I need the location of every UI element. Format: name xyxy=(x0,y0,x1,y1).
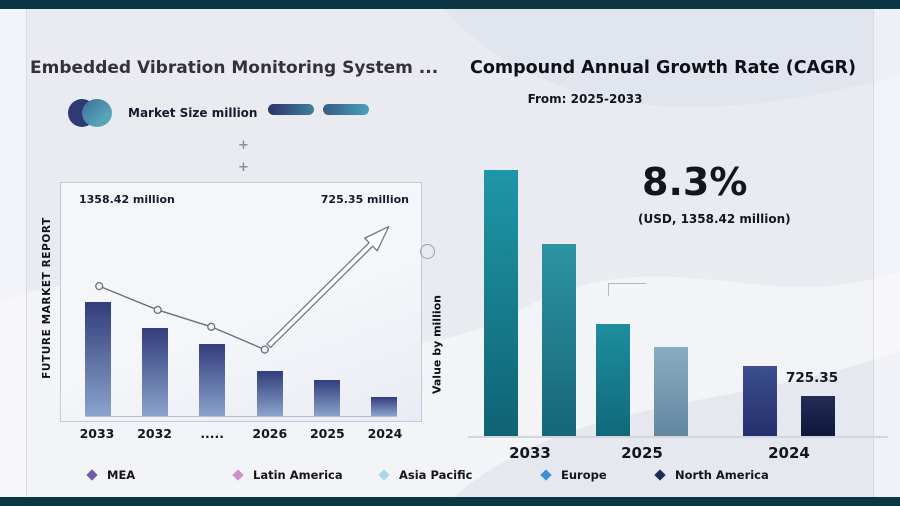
x-label: 2024 xyxy=(768,444,810,462)
x-label: 2025 xyxy=(621,444,663,462)
bar-2026 xyxy=(256,370,283,416)
future-market-report-label: FUTURE MARKET REPORT xyxy=(41,217,53,379)
bar-2033 xyxy=(85,302,111,416)
top-border-bar xyxy=(0,0,900,9)
right-gutter xyxy=(873,9,900,497)
plus-icon: + xyxy=(238,138,249,153)
bar-2025-a xyxy=(596,324,630,436)
x-label: 2033 xyxy=(509,444,551,462)
pill-right-icon xyxy=(323,104,369,115)
legend-label: North America xyxy=(675,468,769,482)
cagr-subtitle: From: 2025-2033 xyxy=(527,92,643,106)
legend-item-north-america: North America xyxy=(654,466,769,484)
x-label: 2024 xyxy=(367,426,403,441)
bar-2032 xyxy=(142,328,169,416)
bar-2024-a xyxy=(743,366,777,436)
cagr-title: Compound Annual Growth Rate (CAGR) xyxy=(470,58,856,78)
market-size-disc-icon xyxy=(68,98,114,128)
legend-item-mea: MEA xyxy=(86,466,136,484)
bar-ellipsis xyxy=(199,344,226,416)
x-label: ..... xyxy=(200,426,225,441)
x-label: 2025 xyxy=(309,426,345,441)
trend-line-arrow-icon xyxy=(95,225,390,354)
bottom-border-bar xyxy=(0,497,900,506)
market-size-legend-label: Market Size million xyxy=(128,106,258,120)
end-value-label: 725.35 million xyxy=(320,193,409,206)
legend-label: MEA xyxy=(107,468,136,482)
cagr-detail: (USD, 1358.42 million) xyxy=(638,212,791,226)
bar-2024-b xyxy=(801,396,835,436)
market-size-bars xyxy=(85,296,397,417)
x-label: 2032 xyxy=(137,426,172,441)
market-size-x-axis: 2033 2032 ..... 2026 2025 2024 xyxy=(75,426,407,441)
x-label: 2033 xyxy=(79,426,115,441)
pill-left-icon xyxy=(268,104,314,115)
gradient-pills-icon xyxy=(268,104,369,115)
legend-label: Latin America xyxy=(253,468,343,482)
bar-2025 xyxy=(313,379,340,416)
cagr-value: 8.3% xyxy=(642,160,748,204)
diamond-icon xyxy=(232,469,244,481)
bar-2033-a xyxy=(484,170,518,436)
value-axis-label: Value by million xyxy=(430,294,444,395)
plus-icon: + xyxy=(238,160,249,175)
left-gutter xyxy=(0,9,27,497)
bar-2024 xyxy=(370,397,397,416)
circle-decoration-icon xyxy=(420,244,435,259)
diamond-icon xyxy=(378,469,390,481)
x-label: 2026 xyxy=(252,426,288,441)
legend-item-europe: Europe xyxy=(540,466,607,484)
legend-item-latin-america: Latin America xyxy=(232,466,343,484)
bracket-decoration xyxy=(608,283,646,296)
legend-label: Europe xyxy=(561,468,607,482)
diamond-icon xyxy=(540,469,552,481)
diamond-icon xyxy=(654,469,666,481)
bar-2033-b xyxy=(542,244,576,436)
left-chart-title: Embedded Vibration Monitoring System ... xyxy=(30,58,439,78)
legend-item-asia-pacific: Asia Pacific xyxy=(378,466,473,484)
legend-label: Asia Pacific xyxy=(399,468,473,482)
disc-front xyxy=(82,99,112,127)
bar-2025-b xyxy=(654,346,688,436)
bar-value-label: 725.35 xyxy=(786,370,839,386)
market-size-chart: 1358.42 million 725.35 million xyxy=(60,182,422,422)
cagr-chart: 725.35 2033 2025 2024 xyxy=(468,162,888,462)
diamond-icon xyxy=(86,469,98,481)
start-value-label: 1358.42 million xyxy=(79,193,175,206)
